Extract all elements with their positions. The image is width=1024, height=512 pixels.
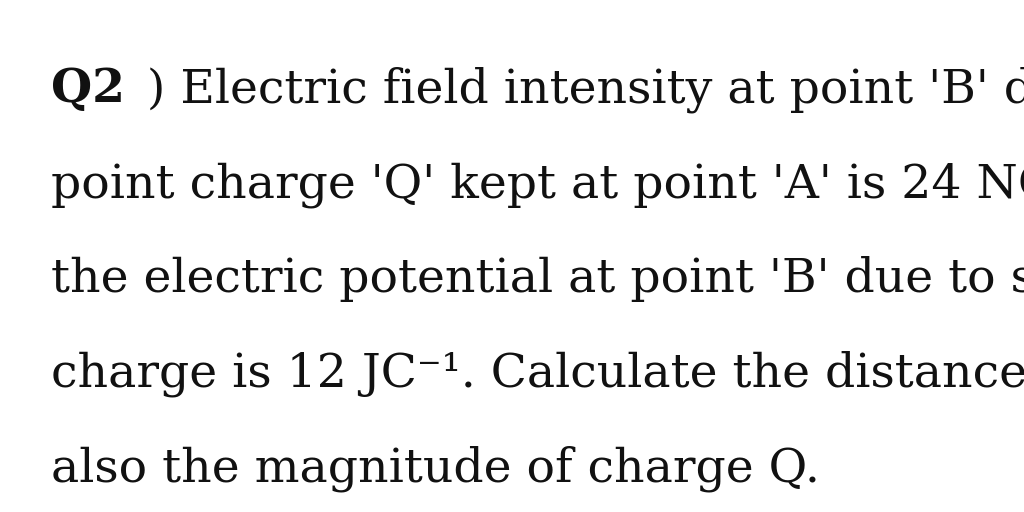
Text: Q2: Q2 bbox=[51, 67, 125, 113]
Text: point charge 'Q' kept at point 'A' is 24 NC⁻¹ and: point charge 'Q' kept at point 'A' is 24… bbox=[51, 161, 1024, 208]
Text: the electric potential at point 'B' due to same: the electric potential at point 'B' due … bbox=[51, 256, 1024, 302]
Text: ) Electric field intensity at point 'B' due to a: ) Electric field intensity at point 'B' … bbox=[146, 67, 1024, 113]
Text: also the magnitude of charge Q.: also the magnitude of charge Q. bbox=[51, 445, 820, 492]
Text: charge is 12 JC⁻¹. Calculate the distance AB and: charge is 12 JC⁻¹. Calculate the distanc… bbox=[51, 351, 1024, 397]
